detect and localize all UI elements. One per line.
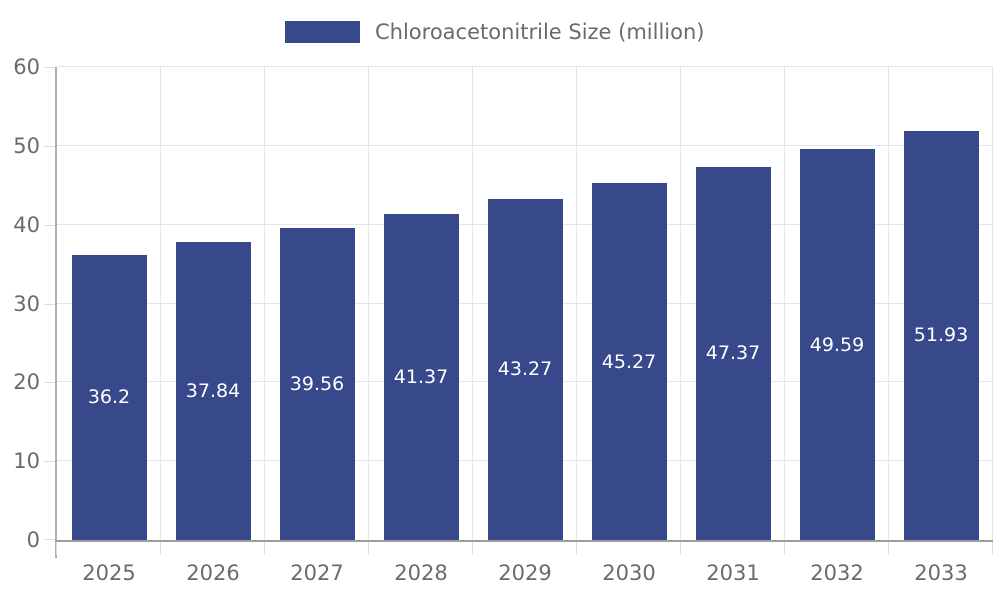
y-axis-tick	[44, 461, 57, 463]
gridline-vertical	[472, 67, 473, 540]
legend-label: Chloroacetonitrile Size (million)	[375, 20, 705, 44]
legend: Chloroacetonitrile Size (million)	[285, 20, 705, 44]
legend-swatch	[285, 21, 360, 43]
x-axis-tick-label: 2025	[82, 561, 136, 585]
x-axis-tick	[56, 542, 57, 555]
bar-value-label: 36.2	[87, 386, 131, 409]
y-axis-tick-label: 30	[13, 291, 40, 316]
x-axis-tick	[160, 542, 161, 555]
y-axis-tick-label: 60	[13, 55, 40, 79]
plot-area: 0 10 20 30 40 50 60 36.2 2025 37.84 2026 39.56 2027 4…	[13, 55, 993, 585]
y-axis-tick	[44, 382, 57, 384]
gridline-horizontal	[57, 66, 993, 67]
bar-value-label: 51.93	[913, 324, 969, 347]
y-axis-tick	[44, 67, 57, 68]
x-axis-tick-label: 2026	[186, 561, 240, 585]
bar-value-label: 39.56	[289, 373, 345, 396]
bar: 47.37	[695, 166, 771, 540]
y-axis-tick-label: 0	[26, 528, 40, 552]
x-axis-tick	[784, 542, 785, 555]
x-axis-tick-label: 2030	[602, 561, 656, 585]
bar: 51.93	[903, 130, 979, 540]
x-axis-tick	[368, 542, 369, 555]
y-axis-tick-label: 10	[13, 449, 40, 474]
x-axis-tick-label: 2027	[290, 561, 344, 585]
bar-value-label: 43.27	[497, 358, 553, 381]
x-axis-tick	[680, 542, 681, 555]
x-axis-line	[55, 540, 993, 542]
bar-value-label: 37.84	[185, 379, 241, 402]
bar: 36.2	[71, 254, 147, 540]
x-axis-tick-label: 2033	[914, 561, 968, 585]
x-axis-tick-label: 2031	[706, 561, 760, 585]
gridline-vertical	[784, 67, 785, 540]
gridline-vertical	[992, 67, 993, 540]
x-axis-tick	[576, 542, 577, 555]
bar: 41.37	[383, 213, 459, 540]
y-axis-tick	[44, 539, 57, 540]
gridline-vertical	[160, 67, 161, 540]
bar: 39.56	[279, 228, 355, 540]
x-axis-tick-label: 2029	[498, 561, 552, 585]
y-axis-tick-label: 40	[13, 212, 40, 237]
bar: 43.27	[487, 198, 563, 540]
x-axis-tick	[888, 542, 889, 555]
y-axis-tick-label: 50	[13, 133, 40, 158]
y-axis-tick	[44, 145, 57, 147]
bar: 37.84	[175, 241, 251, 540]
bar-value-label: 47.37	[705, 342, 761, 365]
gridline-vertical	[264, 67, 265, 540]
y-axis-tick-label: 20	[13, 370, 40, 395]
bar: 49.59	[799, 149, 875, 540]
gridline-horizontal	[57, 144, 993, 146]
x-axis-tick	[992, 542, 993, 555]
gridline-vertical	[576, 67, 577, 540]
x-axis-tick	[472, 542, 473, 555]
y-axis-tick	[44, 303, 57, 305]
bar-value-label: 49.59	[809, 333, 865, 356]
x-axis-tick	[264, 542, 265, 555]
x-axis-tick-label: 2032	[810, 561, 864, 585]
gridline-vertical	[888, 67, 889, 540]
x-axis-tick-label: 2028	[394, 561, 448, 585]
gridline-vertical	[368, 67, 369, 540]
bar-value-label: 45.27	[601, 350, 657, 373]
bar-value-label: 41.37	[393, 365, 449, 388]
bar: 45.27	[591, 183, 667, 540]
y-axis-line	[55, 67, 57, 558]
gridline-vertical	[680, 67, 681, 540]
y-axis-tick	[44, 224, 57, 226]
